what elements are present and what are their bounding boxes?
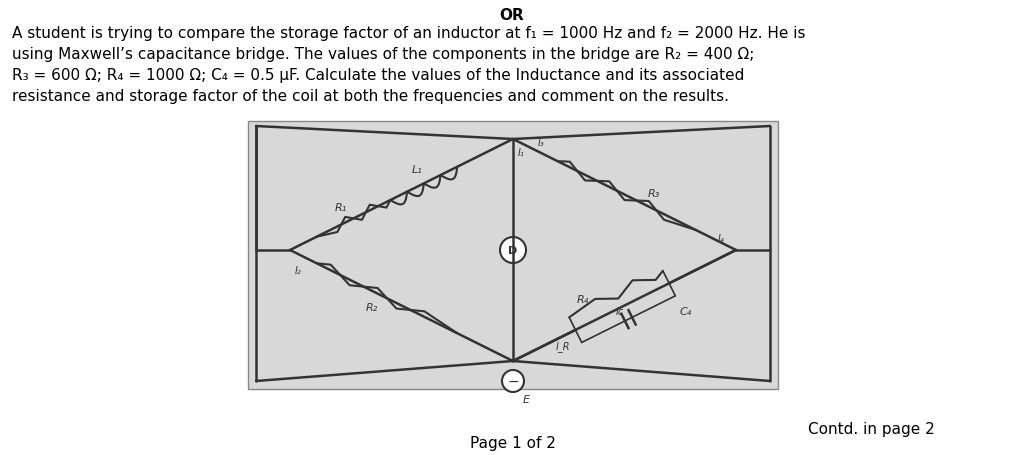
Circle shape (500, 238, 526, 263)
Text: R₁: R₁ (335, 203, 347, 213)
Text: I_R: I_R (556, 340, 570, 351)
Text: R₃ = 600 Ω; R₄ = 1000 Ω; C₄ = 0.5 μF. Calculate the values of the Inductance and: R₃ = 600 Ω; R₄ = 1000 Ω; C₄ = 0.5 μF. Ca… (12, 68, 744, 83)
Bar (248, 122, 778, 389)
Text: D: D (508, 245, 517, 255)
Text: Contd. in page 2: Contd. in page 2 (808, 421, 935, 436)
Text: resistance and storage factor of the coil at both the frequencies and comment on: resistance and storage factor of the coi… (12, 89, 729, 104)
Text: E: E (523, 394, 530, 404)
Text: Page 1 of 2: Page 1 of 2 (470, 435, 556, 450)
Text: A student is trying to compare the storage factor of an inductor at f₁ = 1000 Hz: A student is trying to compare the stora… (12, 26, 806, 41)
Text: R₃: R₃ (647, 189, 659, 199)
Text: OR: OR (500, 8, 524, 23)
Text: C₄: C₄ (679, 307, 691, 316)
Text: I₄: I₄ (717, 233, 724, 243)
Text: L₁: L₁ (413, 165, 423, 174)
Text: R₄: R₄ (578, 294, 590, 304)
Text: Iс: Iс (615, 307, 624, 316)
Text: −: − (507, 374, 519, 388)
Text: I₂: I₂ (295, 266, 302, 276)
Text: using Maxwell’s capacitance bridge. The values of the components in the bridge a: using Maxwell’s capacitance bridge. The … (12, 47, 755, 62)
Text: R₂: R₂ (367, 302, 378, 312)
Circle shape (502, 370, 524, 392)
Text: I₁: I₁ (518, 148, 524, 157)
Text: I₃: I₃ (538, 138, 545, 148)
